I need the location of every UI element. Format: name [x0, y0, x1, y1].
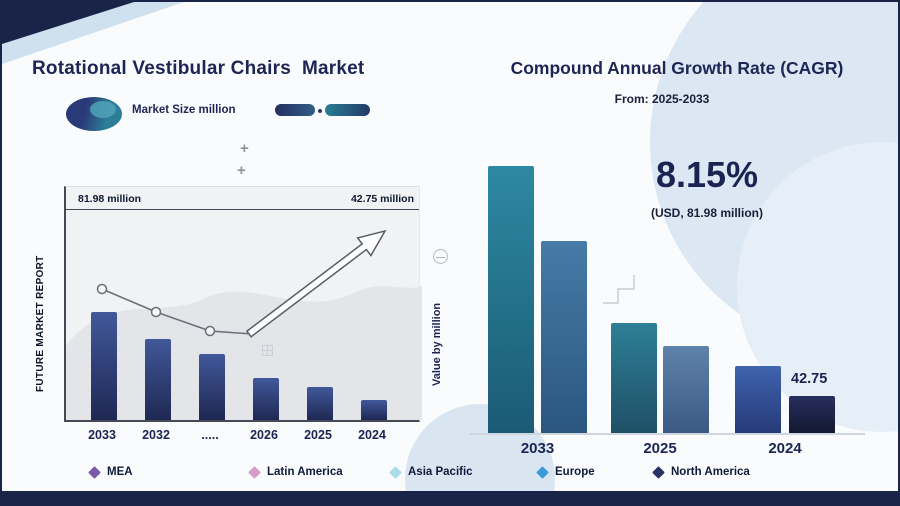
value-axis-label: Value by million — [431, 302, 443, 386]
market-size-bar-2033 — [91, 312, 117, 420]
region-legend: MEA Latin America Asia Pacific Europe North … — [2, 465, 898, 488]
x-label-2024: 2024 — [358, 428, 386, 442]
cagr-group-2025: 2025 — [611, 323, 709, 457]
value-callout: 42.75 — [791, 371, 828, 387]
end-value-label: 42.75 million — [350, 193, 414, 205]
x-label-2032: 2032 — [142, 428, 170, 442]
cagr-group-2033: 2033 — [488, 166, 587, 457]
market-size-bar-2026 — [253, 378, 279, 420]
legend-item-latin-america: Latin America — [248, 465, 343, 479]
legend-item-mea: MEA — [88, 465, 133, 479]
capsule-decoration-1 — [275, 104, 315, 116]
x-label-.....: ..... — [201, 428, 219, 442]
x-label-2026: 2026 — [250, 428, 278, 442]
cagr-x-axis-line — [470, 433, 865, 435]
market-size-bar-..... — [199, 354, 225, 420]
market-size-chart: 81.98 million 42.75 million — [64, 186, 422, 422]
plus-mark: + — [237, 162, 246, 179]
market-size-bars — [66, 187, 419, 420]
market-size-x-axis: 2033 2032..... 2026 2025 2024 — [64, 428, 420, 442]
legend-item-asia-pacific: Asia Pacific — [389, 465, 473, 479]
start-value-label: 81.98 million — [78, 193, 142, 205]
cagr-title: Compound Annual Growth Rate (CAGR) — [510, 58, 844, 78]
plus-mark: + — [240, 140, 249, 157]
cagr-bar-2025-2 — [663, 346, 709, 433]
diamond-icon — [88, 465, 101, 479]
cagr-value: 8.15% — [655, 154, 759, 195]
cagr-x-label-2025: 2025 — [643, 440, 677, 457]
cagr-bar-2033-2 — [541, 241, 587, 433]
legend-label: Asia Pacific — [408, 466, 473, 478]
cagr-group-2024: 2024 — [735, 366, 835, 457]
market-size-cylinder-icon — [66, 97, 122, 131]
diamond-icon — [389, 465, 402, 479]
market-size-legend-label: Market Size million — [132, 104, 236, 116]
legend-item-europe: Europe — [536, 465, 595, 479]
legend-label: North America — [671, 466, 750, 478]
diamond-icon — [652, 465, 665, 479]
cagr-subtitle: From: 2025-2033 — [614, 92, 710, 106]
cagr-bar-2024-1 — [735, 366, 781, 433]
diamond-icon — [248, 465, 261, 479]
cagr-bar-2024-2 — [789, 396, 835, 433]
future-market-report-label: FUTURE MARKET REPORT — [35, 255, 46, 393]
grid-icon — [262, 345, 273, 356]
legend-label: Latin America — [267, 466, 343, 478]
dot-decoration — [318, 109, 322, 113]
cagr-x-label-2033: 2033 — [520, 440, 555, 457]
cylinder-top-face — [90, 101, 116, 118]
capsule-decoration-2 — [325, 104, 370, 116]
market-size-bar-2024 — [361, 400, 387, 420]
cagr-x-label-2024: 2024 — [768, 440, 802, 457]
x-label-2025: 2025 — [304, 428, 332, 442]
cagr-bar-2033-1 — [488, 166, 534, 433]
footer-bar — [2, 491, 898, 504]
cagr-bar-2025-1 — [611, 323, 657, 433]
legend-item-north-america: North America — [652, 465, 750, 479]
diamond-icon — [536, 465, 549, 479]
cagr-detail: (USD, 81.98 million) — [650, 206, 764, 220]
market-size-bar-2025 — [307, 387, 333, 420]
cagr-bars: 2033 2025 2024 — [470, 2, 870, 457]
market-size-bar-2032 — [145, 339, 171, 420]
x-label-2033: 2033 — [88, 428, 116, 442]
step-decoration — [603, 275, 635, 304]
circle-minus-icon — [433, 249, 448, 264]
legend-label: MEA — [107, 466, 133, 478]
chart-top-rule — [66, 209, 419, 210]
page-title: Rotational Vestibular Chairs Market — [32, 58, 365, 79]
legend-label: Europe — [555, 466, 595, 478]
